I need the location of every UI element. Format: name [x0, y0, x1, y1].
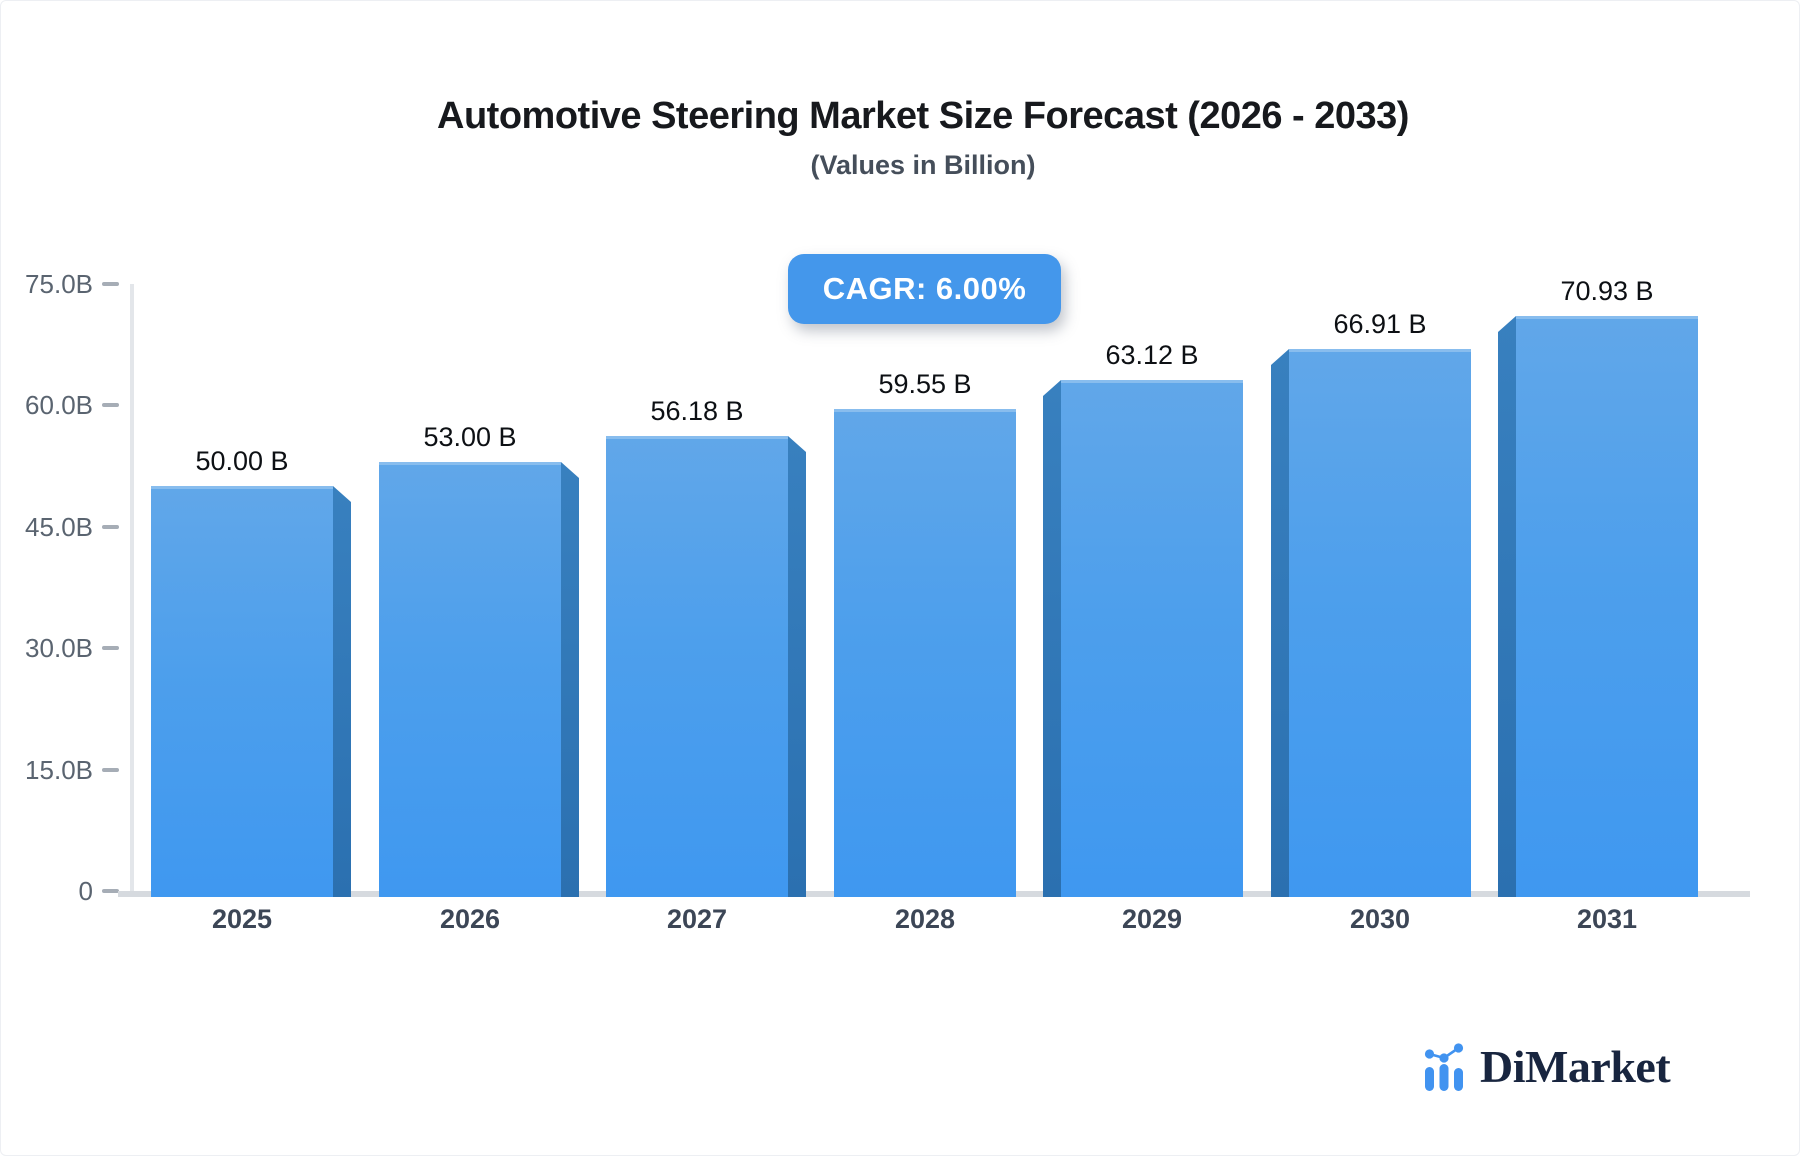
- x-axis-label-2031: 2031: [1576, 904, 1638, 934]
- x-axis-label-2030: 2030: [1349, 904, 1411, 934]
- y-axis-tick-mark: [102, 403, 119, 407]
- y-axis-tick-label: 60.0B: [25, 390, 93, 420]
- bar-value-label: 50.00 B: [195, 446, 289, 476]
- bar-value-label: 63.12 B: [1105, 340, 1199, 370]
- brand-logo: DiMarket: [1421, 1041, 1671, 1092]
- bar-value-label: 59.55 B: [878, 369, 972, 399]
- bar-value-label: 56.18 B: [650, 396, 744, 426]
- chart-header: Automotive Steering Market Size Forecast…: [45, 1, 1799, 180]
- cagr-badge: CAGR: 6.00%: [788, 254, 1061, 324]
- y-axis-tick-label: 0: [78, 876, 93, 906]
- bar-value-label: 66.91 B: [1333, 309, 1427, 339]
- y-axis-tick-mark: [102, 889, 119, 893]
- y-axis-tick-label: 75.0B: [25, 268, 93, 299]
- bar-2030: [1289, 349, 1471, 897]
- y-axis-tick-mark: [102, 767, 119, 772]
- y-axis-line: [130, 284, 134, 897]
- y-axis-tick-mark: [102, 646, 119, 650]
- bar-2025: [151, 486, 333, 897]
- y-axis-tick-label: 15.0B: [25, 754, 93, 785]
- bar-2029: [1061, 380, 1243, 897]
- y-axis-tick-mark: [102, 281, 119, 286]
- bar-value-label: 53.00 B: [423, 422, 517, 452]
- x-axis-label-2028: 2028: [894, 904, 956, 934]
- y-axis-tick-mark: [102, 524, 119, 529]
- x-axis-label-2026: 2026: [439, 904, 501, 934]
- bar-value-label: 70.93 B: [1560, 276, 1654, 306]
- x-axis-label-2029: 2029: [1121, 904, 1183, 934]
- chart-subtitle: (Values in Billion): [810, 150, 1036, 180]
- bar-side-face: [1271, 349, 1289, 897]
- bar-chart-logo-icon: [1424, 1043, 1464, 1091]
- bar-2026: [379, 462, 561, 897]
- y-axis-tick-label: 30.0B: [25, 633, 93, 663]
- bar-side-face: [1043, 380, 1061, 897]
- chart-title: Automotive Steering Market Size Forecast…: [437, 95, 1409, 137]
- bar-2027: [606, 436, 788, 897]
- bar-side-face: [1498, 316, 1516, 897]
- y-axis-tick-label: 45.0B: [25, 511, 93, 542]
- bar-side-face: [788, 436, 806, 897]
- bar-2028: [834, 409, 1016, 897]
- bar-2031: [1516, 316, 1698, 897]
- x-axis-label-2027: 2027: [666, 904, 728, 934]
- brand-logo-text: DiMarket: [1480, 1041, 1671, 1092]
- bar-side-face: [333, 486, 351, 897]
- x-axis-label-2025: 2025: [211, 904, 273, 934]
- bar-side-face: [561, 462, 579, 897]
